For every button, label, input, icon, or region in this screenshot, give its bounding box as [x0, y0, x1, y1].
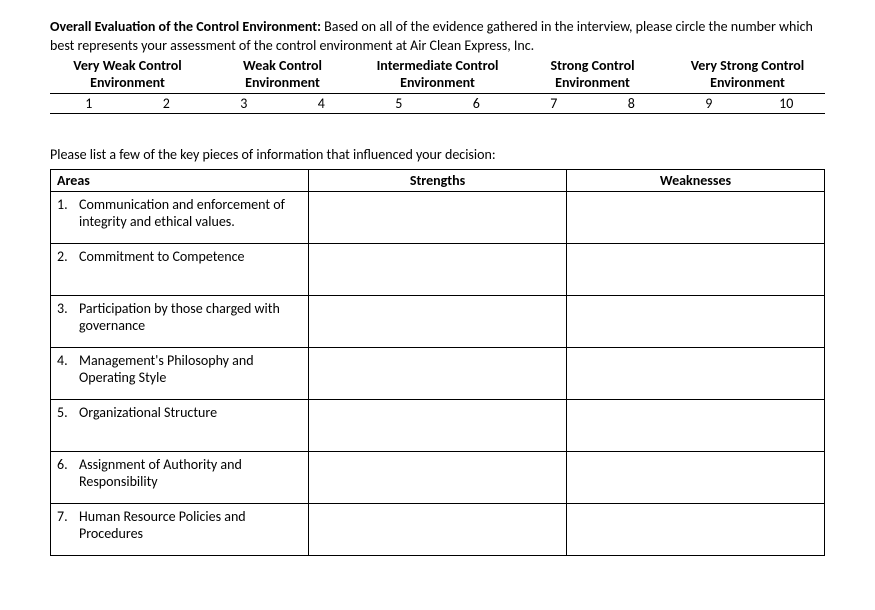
table-row: 7.Human Resource Policies and Procedures [51, 504, 825, 556]
heading-bold: Overall Evaluation of the Control Enviro… [50, 18, 321, 35]
weaknesses-cell[interactable] [567, 192, 825, 244]
weaknesses-cell[interactable] [567, 504, 825, 556]
area-number: 3. [57, 300, 79, 334]
strengths-cell[interactable] [309, 244, 567, 296]
scale-number[interactable]: 7 [515, 95, 593, 112]
area-cell: 5.Organizational Structure [51, 400, 309, 452]
area-cell: 3.Participation by those charged with go… [51, 296, 309, 348]
area-number: 2. [57, 248, 79, 265]
scale-label: Intermediate Control Environment [360, 58, 515, 92]
col-header-areas: Areas [51, 170, 309, 192]
scale-number[interactable]: 1 [50, 95, 128, 112]
area-cell: 6.Assignment of Authority and Responsibi… [51, 452, 309, 504]
strengths-cell[interactable] [309, 348, 567, 400]
scale-number[interactable]: 10 [748, 95, 826, 112]
table-row: 6.Assignment of Authority and Responsibi… [51, 452, 825, 504]
area-label: Commitment to Competence [79, 248, 302, 265]
area-label: Participation by those charged with gove… [79, 300, 302, 334]
table-row: 1.Communication and enforcement of integ… [51, 192, 825, 244]
area-number: 4. [57, 352, 79, 386]
area-number: 1. [57, 196, 79, 230]
strengths-cell[interactable] [309, 452, 567, 504]
weaknesses-cell[interactable] [567, 452, 825, 504]
scale-label: Very Strong Control Environment [670, 58, 825, 92]
area-cell: 4.Management's Philosophy and Operating … [51, 348, 309, 400]
scale-number[interactable]: 3 [205, 95, 283, 112]
evaluation-heading: Overall Evaluation of the Control Enviro… [50, 18, 825, 56]
weaknesses-cell[interactable] [567, 400, 825, 452]
scale-number[interactable]: 5 [360, 95, 438, 112]
scale-label: Strong Control Environment [515, 58, 670, 92]
table-row: 2.Commitment to Competence [51, 244, 825, 296]
col-header-strengths: Strengths [309, 170, 567, 192]
scale-label: Weak Control Environment [205, 58, 360, 92]
area-number: 6. [57, 456, 79, 490]
area-label: Management's Philosophy and Operating St… [79, 352, 302, 386]
list-prompt: Please list a few of the key pieces of i… [50, 146, 825, 163]
strengths-cell[interactable] [309, 400, 567, 452]
area-label: Human Resource Policies and Procedures [79, 508, 302, 542]
area-cell: 1.Communication and enforcement of integ… [51, 192, 309, 244]
area-label: Assignment of Authority and Responsibili… [79, 456, 302, 490]
area-number: 7. [57, 508, 79, 542]
areas-table: Areas Strengths Weaknesses 1.Communicati… [50, 169, 825, 556]
scale-number[interactable]: 4 [283, 95, 361, 112]
weaknesses-cell[interactable] [567, 244, 825, 296]
col-header-weaknesses: Weaknesses [567, 170, 825, 192]
area-cell: 7.Human Resource Policies and Procedures [51, 504, 309, 556]
area-number: 5. [57, 404, 79, 421]
strengths-cell[interactable] [309, 192, 567, 244]
area-cell: 2.Commitment to Competence [51, 244, 309, 296]
weaknesses-cell[interactable] [567, 348, 825, 400]
scale-label: Very Weak Control Environment [50, 58, 205, 92]
rating-scale: Very Weak Control Environment Weak Contr… [50, 58, 825, 115]
table-row: 5.Organizational Structure [51, 400, 825, 452]
area-label: Communication and enforcement of integri… [79, 196, 302, 230]
weaknesses-cell[interactable] [567, 296, 825, 348]
scale-number[interactable]: 2 [128, 95, 206, 112]
strengths-cell[interactable] [309, 504, 567, 556]
scale-number[interactable]: 6 [438, 95, 516, 112]
area-label: Organizational Structure [79, 404, 302, 421]
table-row: 3.Participation by those charged with go… [51, 296, 825, 348]
scale-number[interactable]: 9 [670, 95, 748, 112]
table-row: 4.Management's Philosophy and Operating … [51, 348, 825, 400]
strengths-cell[interactable] [309, 296, 567, 348]
scale-number[interactable]: 8 [593, 95, 671, 112]
